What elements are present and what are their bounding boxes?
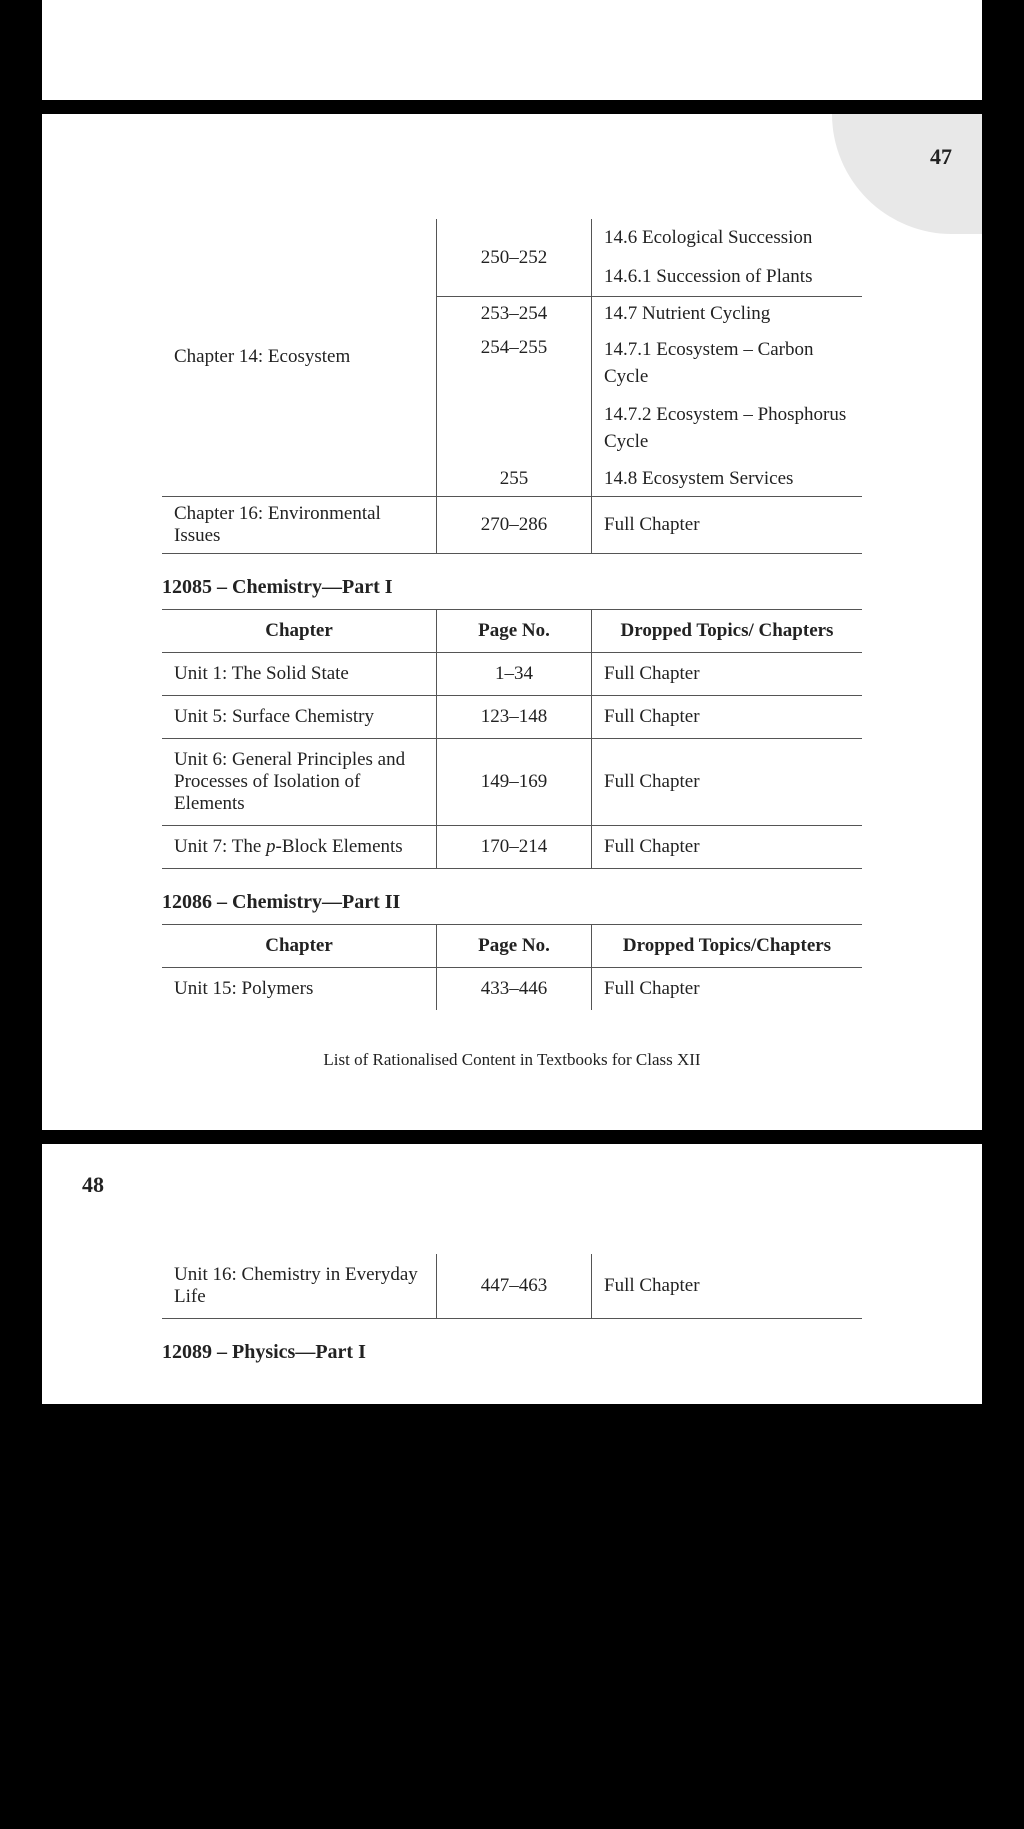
table-header-chapter: Chapter [162, 609, 437, 652]
cell-dropped: Full Chapter [592, 695, 863, 738]
footer-note: List of Rationalised Content in Textbook… [162, 1050, 862, 1070]
table-row: Unit 15: Polymers 433–446 Full Chapter [162, 967, 862, 1010]
page-number-corner: 47 [832, 114, 982, 234]
table-header-chapter: Chapter [162, 924, 437, 967]
cell-pages: 170–214 [437, 825, 592, 868]
page-fragment-top [42, 0, 982, 100]
page-number: 48 [82, 1172, 104, 1198]
page-47: 47 Chapter 14: Ecosystem 250–252 14.6 Ec… [42, 114, 982, 1130]
topic-text: 14.7.1 Ecosystem – Carbon Cycle [604, 337, 850, 390]
table-row: Unit 6: General Principles and Processes… [162, 738, 862, 825]
cell-pages: 433–446 [437, 967, 592, 1010]
eco-row-pages: 255 [437, 462, 592, 497]
page-48: 48 Unit 16: Chemistry in Everyday Life 4… [42, 1144, 982, 1404]
cell-chapter: Unit 7: The p-Block Elements [162, 825, 437, 868]
cell-chapter: Unit 16: Chemistry in Everyday Life [162, 1254, 437, 1319]
cell-dropped: Full Chapter [592, 967, 863, 1010]
cell-pages: 123–148 [437, 695, 592, 738]
cell-dropped: Full Chapter [592, 738, 863, 825]
cell-chapter: Unit 1: The Solid State [162, 652, 437, 695]
cell-dropped: Full Chapter [592, 1254, 863, 1319]
chapter-16-label: Chapter 16: Environmental Issues [162, 496, 437, 553]
cell-chapter: Unit 15: Polymers [162, 967, 437, 1010]
cell-chapter: Unit 5: Surface Chemistry [162, 695, 437, 738]
eco-row-topics: 14.7.1 Ecosystem – Carbon Cycle 14.7.2 E… [604, 337, 850, 455]
topic-text: 14.6.1 Succession of Plants [604, 264, 850, 291]
eco-row-topics: 14.6 Ecological Succession 14.6.1 Succes… [604, 225, 850, 290]
eco-row-pages: 254–255 [437, 331, 592, 461]
table-header-dropped: Dropped Topics/Chapters [592, 924, 863, 967]
page-47-content: Chapter 14: Ecosystem 250–252 14.6 Ecolo… [162, 219, 862, 1070]
cell-pages: 1–34 [437, 652, 592, 695]
cell-dropped: Full Chapter [592, 652, 863, 695]
cell-pages: 447–463 [437, 1254, 592, 1319]
cell-pages: 149–169 [437, 738, 592, 825]
topic-text: 14.7.2 Ecosystem – Phosphorus Cycle [604, 402, 850, 455]
chem2-table: Chapter Page No. Dropped Topics/Chapters… [162, 924, 862, 1010]
table-header-dropped: Dropped Topics/ Chapters [592, 609, 863, 652]
table-header-page: Page No. [437, 609, 592, 652]
chem2-title: 12086 – Chemistry—Part II [162, 891, 862, 914]
table-row: Unit 7: The p-Block Elements 170–214 Ful… [162, 825, 862, 868]
topic-text: 14.6 Ecological Succession [604, 225, 850, 252]
eco-row-topics: 14.8 Ecosystem Services [592, 462, 863, 497]
chem2-cont-table: Unit 16: Chemistry in Everyday Life 447–… [162, 1254, 862, 1319]
cell-dropped: Full Chapter [592, 825, 863, 868]
chem1-title: 12085 – Chemistry—Part I [162, 576, 862, 599]
ecosystem-table: Chapter 14: Ecosystem 250–252 14.6 Ecolo… [162, 219, 862, 554]
chem1-table: Chapter Page No. Dropped Topics/ Chapter… [162, 609, 862, 869]
table-row: Unit 5: Surface Chemistry 123–148 Full C… [162, 695, 862, 738]
chapter-16-dropped: Full Chapter [592, 496, 863, 553]
physics-title: 12089 – Physics—Part I [162, 1341, 862, 1364]
chapter-14-label: Chapter 14: Ecosystem [174, 346, 350, 367]
eco-row-topics: 14.7 Nutrient Cycling [592, 297, 863, 332]
table-header-page: Page No. [437, 924, 592, 967]
table-row: Unit 1: The Solid State 1–34 Full Chapte… [162, 652, 862, 695]
eco-row-pages: 253–254 [437, 297, 592, 332]
page-number: 47 [930, 144, 952, 170]
table-row: Unit 16: Chemistry in Everyday Life 447–… [162, 1254, 862, 1319]
chapter-16-pages: 270–286 [437, 496, 592, 553]
eco-row-pages: 250–252 [437, 219, 592, 297]
page-48-content: Unit 16: Chemistry in Everyday Life 447–… [162, 1254, 862, 1364]
cell-chapter: Unit 6: General Principles and Processes… [162, 738, 437, 825]
